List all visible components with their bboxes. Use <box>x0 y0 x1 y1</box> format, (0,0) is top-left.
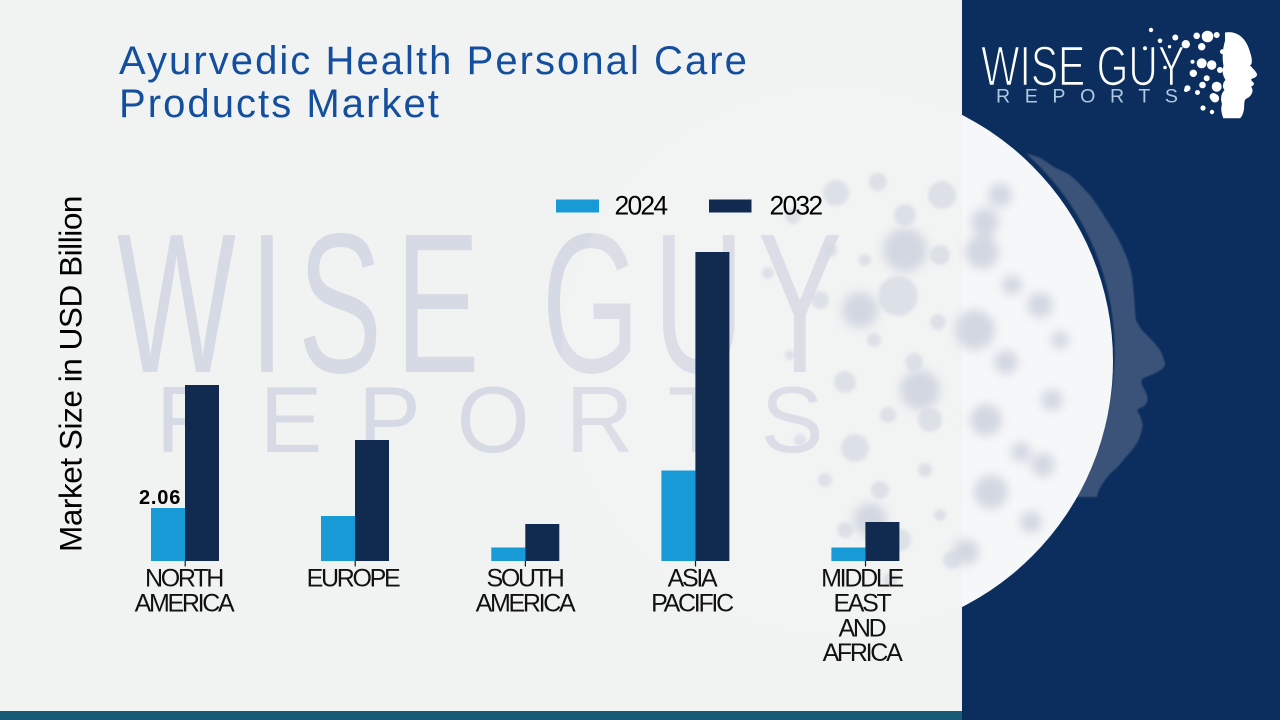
svg-text:Market Size in USD Billion: Market Size in USD Billion <box>53 196 89 552</box>
svg-text:Products Market: Products Market <box>119 82 441 126</box>
svg-text:EUROPE: EUROPE <box>307 565 400 593</box>
svg-text:WISE GUY: WISE GUY <box>981 36 1185 99</box>
svg-text:NORTH: NORTH <box>145 565 223 593</box>
svg-text:EAST: EAST <box>833 589 891 617</box>
svg-text:AFRICA: AFRICA <box>823 639 904 667</box>
svg-text:2024: 2024 <box>615 191 668 221</box>
svg-text:PACIFIC: PACIFIC <box>651 589 734 617</box>
svg-text:AMERICA: AMERICA <box>135 589 235 617</box>
svg-text:Ayurvedic Health Personal Care: Ayurvedic Health Personal Care <box>119 39 749 83</box>
svg-text:MIDDLE: MIDDLE <box>821 565 903 593</box>
svg-text:AMERICA: AMERICA <box>476 589 576 617</box>
svg-text:AND: AND <box>839 614 886 642</box>
svg-text:2032: 2032 <box>770 191 823 221</box>
svg-text:ASIA: ASIA <box>668 565 718 593</box>
svg-text:2.06: 2.06 <box>139 487 181 509</box>
svg-text:SOUTH: SOUTH <box>486 565 563 593</box>
